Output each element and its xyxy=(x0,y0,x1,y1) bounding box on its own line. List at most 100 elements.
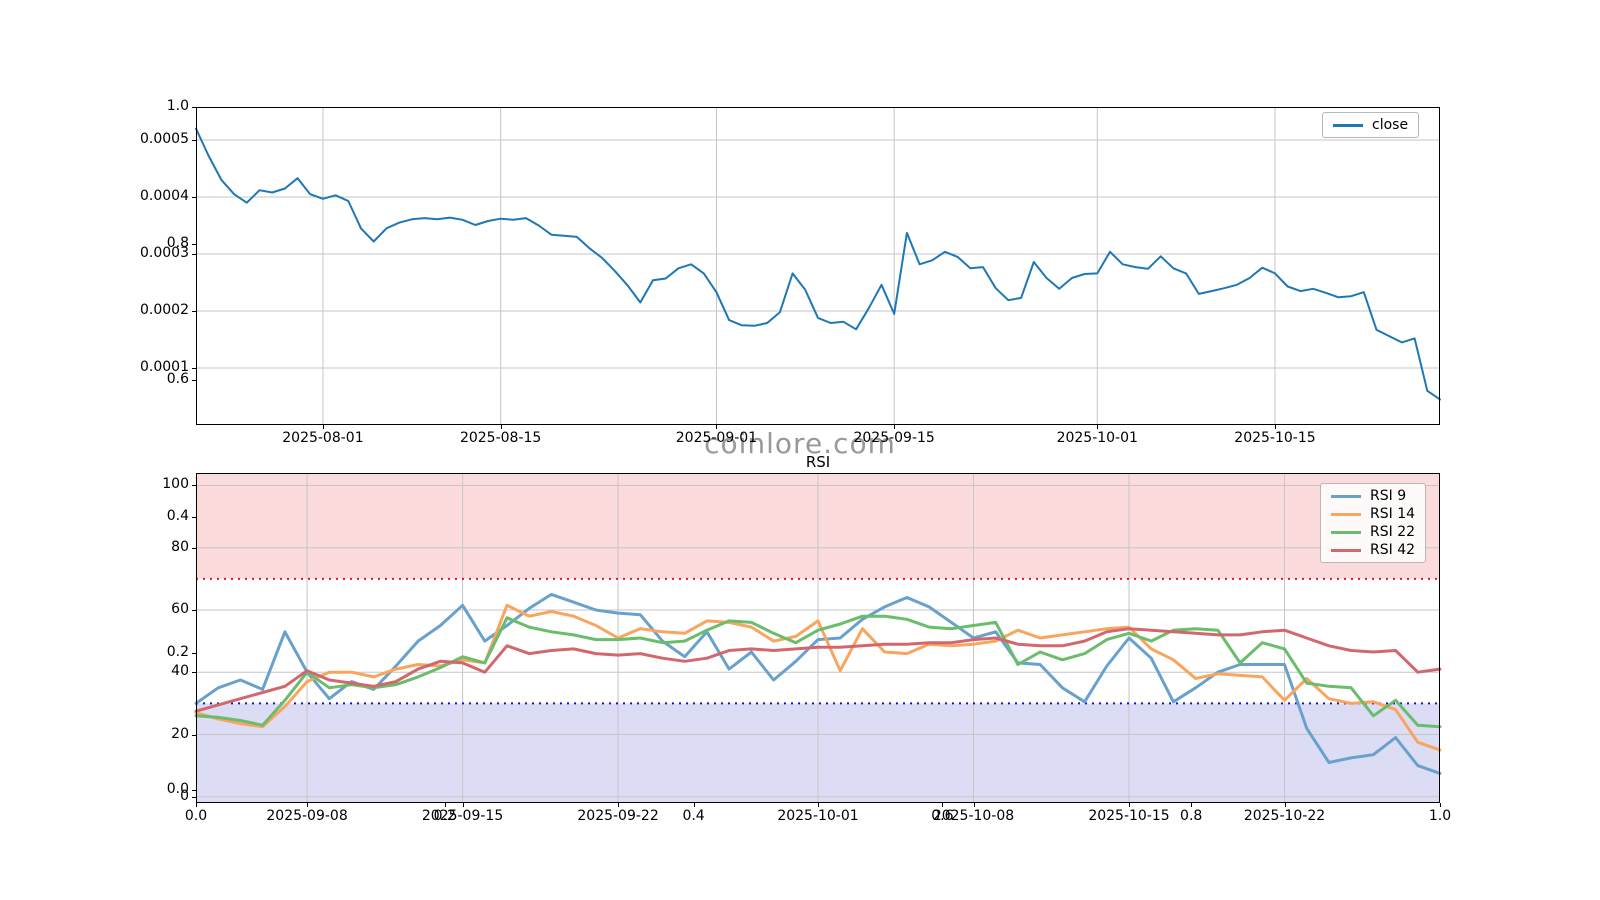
ytick-mark xyxy=(192,734,196,736)
ytick-mark xyxy=(192,485,196,487)
xtick-label: 2025-10-15 xyxy=(1234,430,1316,446)
overlay-xtick-label: 0.4 xyxy=(682,808,705,824)
overlay-xtick-label: 1.0 xyxy=(1428,808,1452,824)
legend-line-swatch xyxy=(1333,123,1363,127)
ytick-label: 0 xyxy=(180,787,189,804)
overlay-xtick-mark xyxy=(693,803,695,807)
xtick-mark xyxy=(1274,425,1276,429)
plot-border xyxy=(196,473,1440,803)
ytick-mark xyxy=(192,140,196,142)
legend-entry: RSI 22 xyxy=(1327,523,1419,541)
ytick-label: 40 xyxy=(171,663,189,680)
gridlines xyxy=(196,107,1440,425)
overlay-ytick-label: 0.8 xyxy=(166,234,189,251)
overlay-xtick-label: 0.8 xyxy=(1180,808,1203,824)
legend-label: RSI 42 xyxy=(1370,542,1416,558)
xtick-mark xyxy=(500,425,502,429)
legend-line-swatch xyxy=(1331,512,1361,516)
xtick-label: 2025-09-15 xyxy=(853,430,935,446)
plot-border xyxy=(196,107,1440,425)
legend-label: RSI 22 xyxy=(1370,524,1416,540)
overlay-ytick-mark xyxy=(192,107,196,108)
overlay-xtick-label: 0.6 xyxy=(931,808,954,824)
overlay-ytick-label: 0.2 xyxy=(166,644,189,661)
ytick-label: 80 xyxy=(171,538,189,555)
ytick-mark xyxy=(192,368,196,369)
legend-entry: RSI 9 xyxy=(1327,487,1419,505)
ytick-mark xyxy=(192,609,196,611)
xtick-mark xyxy=(307,803,309,807)
xtick-label: 2025-09-01 xyxy=(675,430,758,446)
ytick-label: 0.0005 xyxy=(140,131,189,148)
ytick-mark xyxy=(192,197,196,199)
overlay-xtick-label: 0.0 xyxy=(184,808,208,824)
rsi-subplot-title: RSI xyxy=(805,453,831,471)
xtick-mark xyxy=(1284,803,1286,807)
xtick-label: 2025-10-08 xyxy=(932,808,1015,824)
legend-entry: RSI 14 xyxy=(1327,505,1419,523)
overlay-ytick-label: 0.6 xyxy=(166,371,189,388)
xtick-mark xyxy=(1097,425,1099,429)
overlay-xtick-mark xyxy=(444,803,446,807)
xtick-mark xyxy=(618,803,620,807)
close-price-plot xyxy=(195,107,1441,425)
overlay-ytick-mark xyxy=(192,653,196,655)
overlay-ytick-label: 0.0 xyxy=(166,781,189,797)
overlay-xtick-mark xyxy=(196,803,197,807)
xtick-mark xyxy=(462,803,464,807)
overlay-ytick-label: 0.4 xyxy=(166,507,189,524)
series-rsi-14 xyxy=(194,603,1442,752)
ytick-label: 60 xyxy=(171,600,189,617)
legend-label: close xyxy=(1372,117,1409,133)
xtick-mark xyxy=(322,425,324,429)
overlay-ytick-mark xyxy=(192,380,196,382)
series-rsi-42 xyxy=(194,627,1442,713)
ytick-mark xyxy=(192,311,196,313)
ytick-mark xyxy=(192,547,196,549)
xtick-label: 2025-10-22 xyxy=(1243,808,1326,824)
ytick-label: 0.0004 xyxy=(140,188,189,205)
xtick-mark xyxy=(894,425,896,429)
watermark: coinlore.com xyxy=(704,427,896,460)
ytick-label: 0.0002 xyxy=(140,302,189,319)
overlay-ytick-mark xyxy=(192,790,196,791)
ytick-mark xyxy=(192,796,196,798)
overlay-xtick-label: 0.2 xyxy=(433,808,456,824)
series-close xyxy=(195,127,1441,401)
xtick-label: 2025-08-01 xyxy=(282,430,364,446)
ytick-mark xyxy=(192,254,196,256)
xtick-label: 2025-09-15 xyxy=(421,808,504,824)
overlay-ytick-label: 1.0 xyxy=(166,98,189,114)
ytick-label: 100 xyxy=(162,476,189,493)
xtick-label: 2025-09-22 xyxy=(577,808,659,824)
xtick-mark xyxy=(973,803,975,807)
xtick-mark xyxy=(716,425,718,429)
xtick-mark xyxy=(1129,803,1130,807)
legend-label: RSI 9 xyxy=(1370,488,1407,504)
ytick-label: 0.0003 xyxy=(140,245,189,262)
xtick-label: 2025-10-01 xyxy=(777,808,859,824)
legend-line-swatch xyxy=(1331,548,1361,552)
xtick-mark xyxy=(818,803,819,807)
ytick-label: 0.0001 xyxy=(140,359,189,375)
ytick-mark xyxy=(192,672,196,674)
ytick-label: 20 xyxy=(171,725,189,742)
overlay-xtick-mark xyxy=(942,803,944,807)
legend-line-swatch xyxy=(1331,494,1361,498)
overlay-xtick-mark xyxy=(1440,803,1441,807)
legend-entry: RSI 42 xyxy=(1327,541,1419,559)
overlay-ytick-mark xyxy=(192,243,196,245)
legend-line-swatch xyxy=(1331,530,1361,534)
rsi-legend: RSI 9 RSI 14 RSI 22 RSI 42 xyxy=(1320,483,1427,563)
xtick-label: 2025-10-15 xyxy=(1088,808,1170,824)
series-rsi-9 xyxy=(194,592,1442,775)
xtick-label: 2025-08-15 xyxy=(459,430,542,446)
close-legend: close xyxy=(1322,112,1420,138)
legend-entry: close xyxy=(1329,116,1412,134)
series-rsi-22 xyxy=(194,614,1442,729)
legend-label: RSI 14 xyxy=(1370,506,1416,522)
overlay-xtick-mark xyxy=(1191,803,1193,807)
rsi-plot xyxy=(194,473,1442,803)
overlay-ytick-mark xyxy=(192,516,196,518)
